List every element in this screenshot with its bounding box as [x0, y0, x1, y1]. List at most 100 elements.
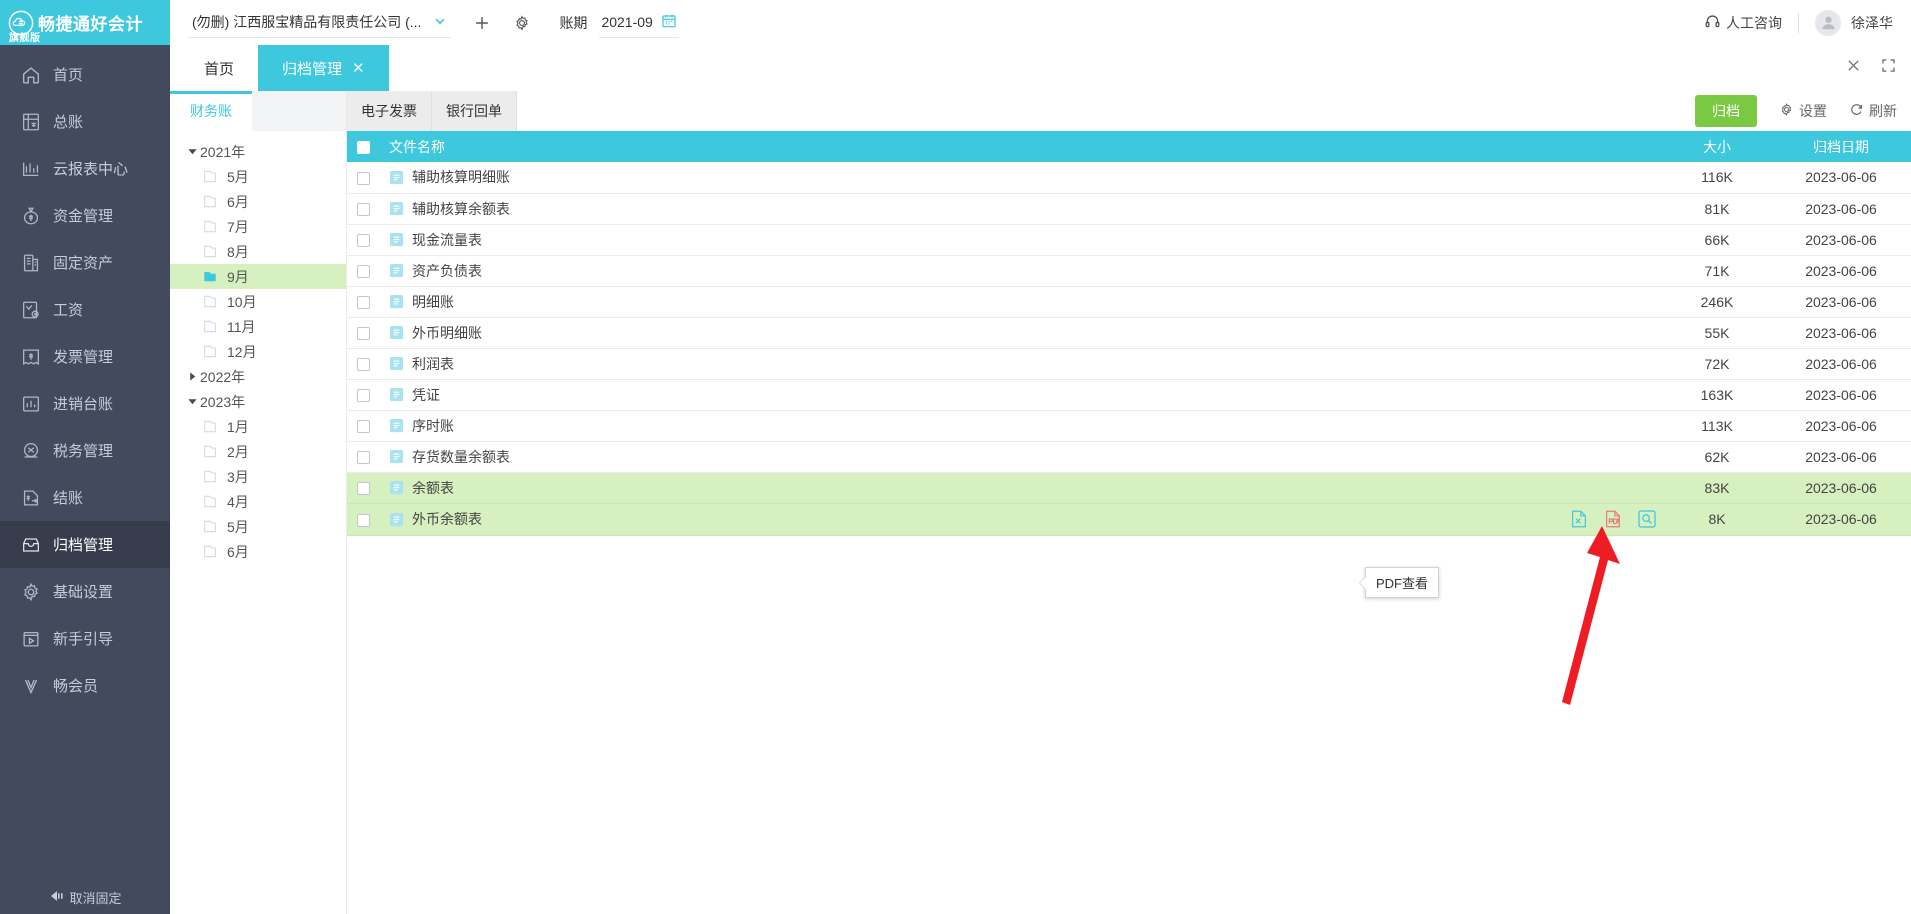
row-name-cell: 现金流量表: [379, 224, 1663, 256]
sidebar-item-general-ledger[interactable]: 总账: [0, 98, 170, 145]
row-checkbox[interactable]: [356, 513, 370, 527]
row-checkbox[interactable]: [356, 296, 370, 310]
caret-down-icon[interactable]: [184, 396, 200, 407]
file-name: 凭证: [412, 386, 440, 403]
collapse-label: 取消固定: [69, 890, 122, 906]
row-checkbox[interactable]: [356, 451, 370, 465]
row-checkbox[interactable]: [356, 358, 370, 372]
table-row[interactable]: 明细账 246K 2023-06-06: [347, 286, 1911, 318]
tree-node-month[interactable]: 10月: [170, 289, 346, 314]
pdf-download-icon[interactable]: [1603, 509, 1623, 529]
table-row[interactable]: 序时账 113K 2023-06-06: [347, 410, 1911, 442]
row-checkbox[interactable]: [356, 389, 370, 403]
tree-node-month[interactable]: 3月: [170, 464, 346, 489]
sidebar-item-payroll[interactable]: 工资: [0, 286, 170, 333]
pdf-preview-icon[interactable]: [1637, 509, 1657, 529]
table-row[interactable]: 辅助核算明细账 116K 2023-06-06: [347, 162, 1911, 194]
refresh-button[interactable]: 刷新: [1849, 101, 1897, 121]
chevron-down-icon[interactable]: [433, 14, 447, 31]
tree-node-label: 6月: [227, 193, 249, 210]
table-row[interactable]: 外币明细账 55K 2023-06-06: [347, 317, 1911, 349]
sidebar-item-checkout[interactable]: 结账: [0, 474, 170, 521]
support-button[interactable]: 人工咨询: [1704, 13, 1782, 33]
excel-download-icon[interactable]: [1569, 509, 1589, 529]
table-row[interactable]: 辅助核算余额表 81K 2023-06-06: [347, 193, 1911, 225]
collapse-sidebar-button[interactable]: 取消固定: [0, 880, 170, 914]
tab-archive-management[interactable]: 归档管理 ✕: [258, 45, 389, 91]
brand-header: 畅捷通好会计 旗舰版: [0, 0, 170, 45]
sidebar-item-tax-management[interactable]: 税务管理: [0, 427, 170, 474]
row-checkbox[interactable]: [356, 203, 370, 217]
row-checkbox[interactable]: [356, 482, 370, 496]
table-settings-button[interactable]: 设置: [1779, 101, 1827, 121]
tree-node-year[interactable]: 2022年: [170, 364, 346, 389]
sidebar-item-stock-ledger[interactable]: 进销台账: [0, 380, 170, 427]
close-all-tabs-icon[interactable]: [1845, 57, 1862, 79]
row-checkbox[interactable]: [356, 265, 370, 279]
sidebar-item-beginner-guide[interactable]: 新手引导: [0, 615, 170, 662]
tree-node-year[interactable]: 2023年: [170, 389, 346, 414]
column-header-date[interactable]: 归档日期: [1771, 131, 1911, 162]
row-checkbox[interactable]: [356, 420, 370, 434]
close-icon[interactable]: ✕: [352, 60, 365, 77]
row-name-cell: 存货数量余额表: [379, 441, 1663, 473]
file-table-area: 电子发票 银行回单 归档 设置: [347, 91, 1911, 914]
column-header-size[interactable]: 大小: [1663, 131, 1771, 162]
sidebar-item-basic-settings[interactable]: 基础设置: [0, 568, 170, 615]
row-checkbox[interactable]: [356, 234, 370, 248]
tree-node-year[interactable]: 2021年: [170, 139, 346, 164]
table-row[interactable]: 资产负债表 71K 2023-06-06: [347, 255, 1911, 287]
table-row[interactable]: 余额表 83K 2023-06-06: [347, 472, 1911, 504]
add-account-set-button[interactable]: [473, 14, 491, 32]
user-name: 徐泽华: [1851, 14, 1893, 31]
tree-node-month[interactable]: 4月: [170, 489, 346, 514]
company-selector[interactable]: (勿删) 江西服宝精品有限责任公司 (...: [188, 8, 452, 38]
tab-home[interactable]: 首页: [180, 45, 258, 91]
sidebar-item-archive-management[interactable]: 归档管理: [0, 521, 170, 568]
file-table-head: 文件名称 大小 归档日期: [347, 131, 1911, 162]
tree-node-month[interactable]: 8月: [170, 239, 346, 264]
calendar-icon[interactable]: [661, 13, 677, 32]
row-checkbox[interactable]: [356, 172, 370, 186]
folder-closed-icon: [202, 194, 219, 209]
tree-node-month[interactable]: 6月: [170, 539, 346, 564]
tree-node-month[interactable]: 12月: [170, 339, 346, 364]
subtab-e-invoice[interactable]: 电子发票: [347, 91, 432, 131]
sidebar-item-fixed-assets[interactable]: 固定资产: [0, 239, 170, 286]
topbar-settings-button[interactable]: [513, 14, 531, 32]
tree-node-month[interactable]: 6月: [170, 189, 346, 214]
period-selector[interactable]: 账期 2021-09: [559, 8, 679, 38]
tree-node-month[interactable]: 5月: [170, 164, 346, 189]
row-size-cell: 72K: [1663, 348, 1771, 380]
fullscreen-icon[interactable]: [1880, 57, 1897, 79]
table-row[interactable]: 凭证 163K 2023-06-06: [347, 379, 1911, 411]
sidebar-item-invoice-management[interactable]: 发票管理: [0, 333, 170, 380]
table-row-active[interactable]: 外币余额表: [347, 503, 1911, 536]
building-icon: [20, 252, 42, 274]
avatar[interactable]: [1815, 9, 1841, 36]
tree-node-month[interactable]: 5月: [170, 514, 346, 539]
sidebar-item-label: 首页: [53, 67, 84, 84]
caret-down-icon[interactable]: [184, 146, 200, 157]
row-checkbox[interactable]: [356, 327, 370, 341]
subtab-bank-receipt[interactable]: 银行回单: [432, 91, 517, 131]
row-date-cell: 2023-06-06: [1771, 162, 1911, 194]
subtab-financial-books[interactable]: 财务账: [170, 91, 252, 131]
sidebar-item-cloud-reports[interactable]: 云报表中心: [0, 145, 170, 192]
caret-right-icon[interactable]: [184, 371, 200, 382]
tree-node-month[interactable]: 11月: [170, 314, 346, 339]
row-date-cell: 2023-06-06: [1771, 503, 1911, 536]
sidebar-item-vip-member[interactable]: 畅会员: [0, 662, 170, 709]
table-row[interactable]: 存货数量余额表 62K 2023-06-06: [347, 441, 1911, 473]
tree-node-month[interactable]: 2月: [170, 439, 346, 464]
tree-node-month-selected[interactable]: 9月: [170, 264, 346, 289]
select-all-checkbox[interactable]: [356, 141, 370, 155]
table-row[interactable]: 利润表 72K 2023-06-06: [347, 348, 1911, 380]
table-row[interactable]: 现金流量表 66K 2023-06-06: [347, 224, 1911, 256]
tree-node-month[interactable]: 7月: [170, 214, 346, 239]
sidebar-item-fund-management[interactable]: 资金管理: [0, 192, 170, 239]
sidebar-item-home[interactable]: 首页: [0, 51, 170, 98]
column-header-name[interactable]: 文件名称: [379, 131, 1663, 162]
archive-button[interactable]: 归档: [1695, 95, 1757, 127]
tree-node-month[interactable]: 1月: [170, 414, 346, 439]
